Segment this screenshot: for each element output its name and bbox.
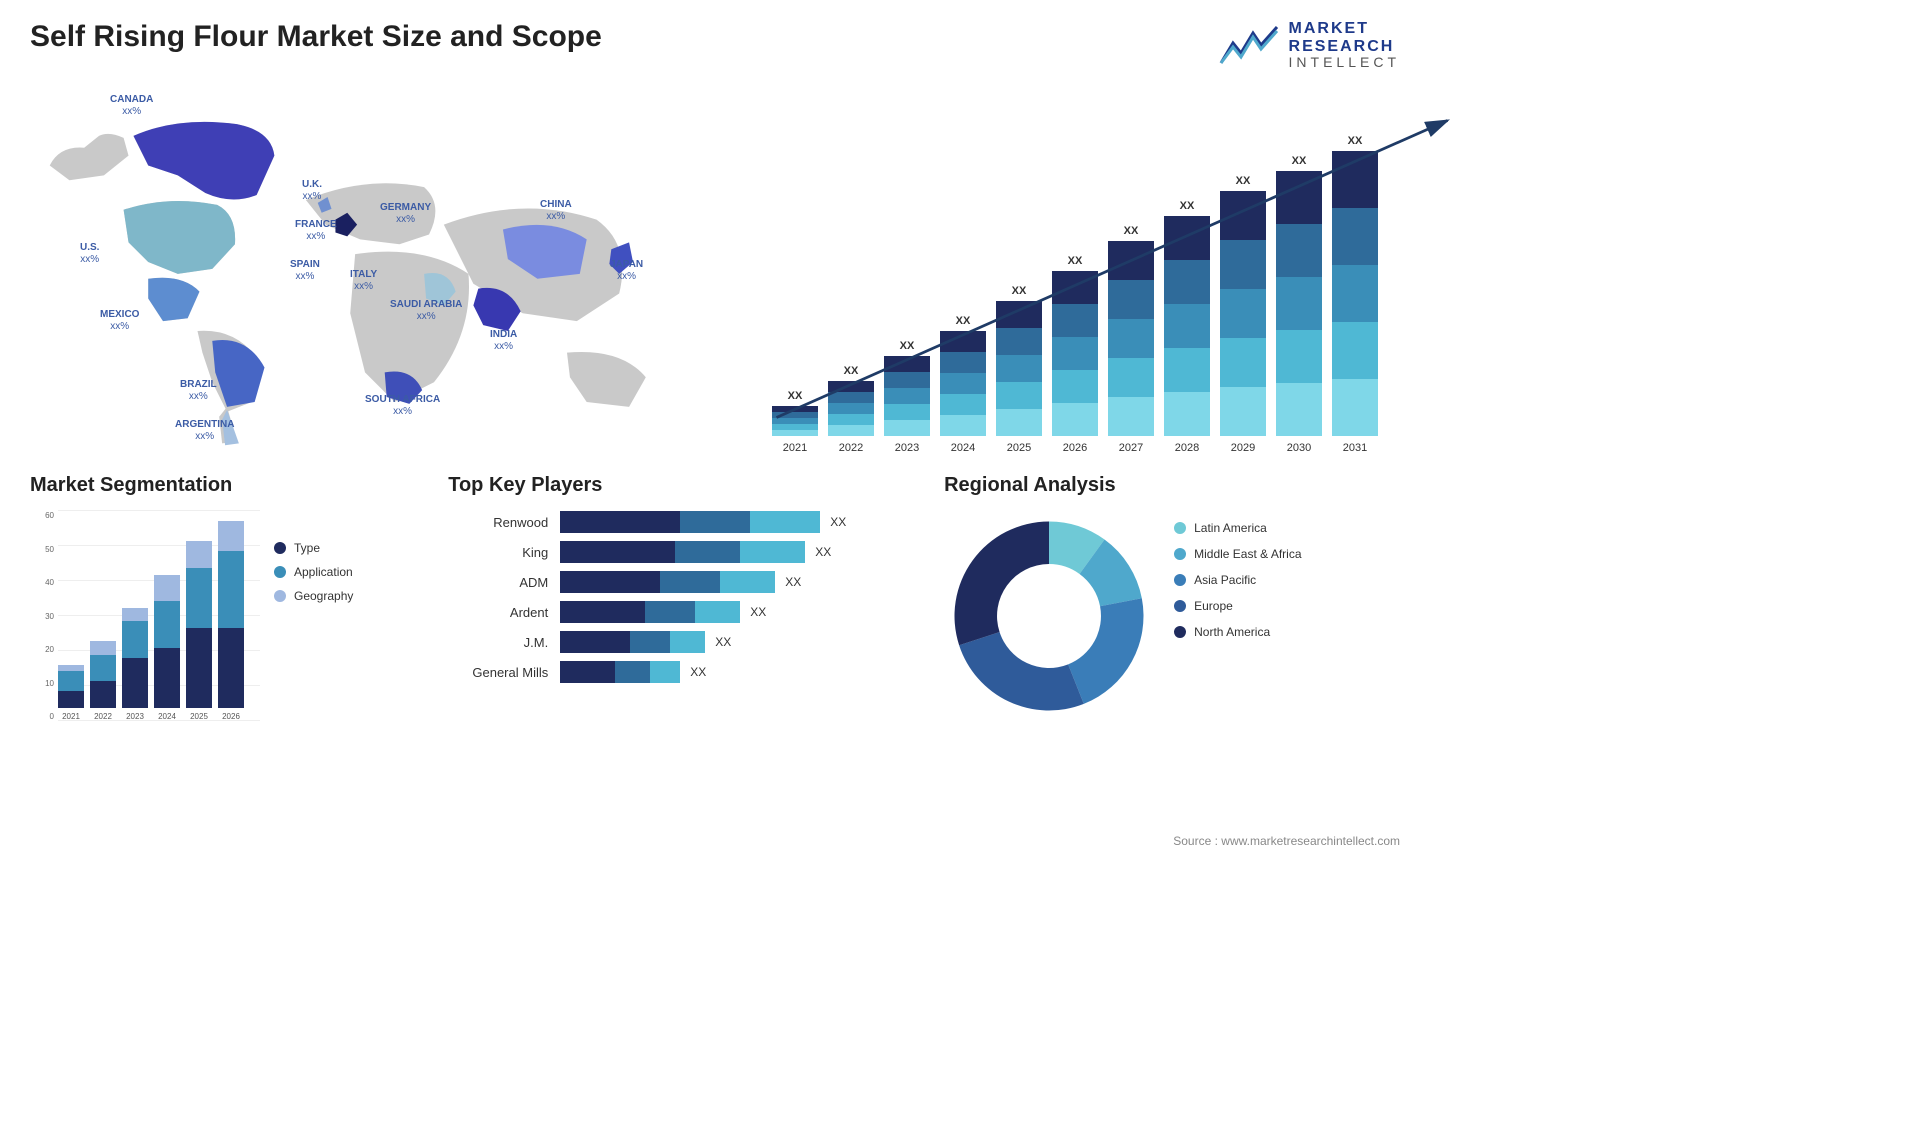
logo-icon xyxy=(1219,25,1279,65)
map-country-label: GERMANYxx% xyxy=(380,202,431,226)
segmentation-panel: Market Segmentation 0102030405060 202120… xyxy=(30,474,418,794)
legend-item: Europe xyxy=(1174,599,1301,613)
growth-bar: XX2028 xyxy=(1164,200,1210,454)
regional-title: Regional Analysis xyxy=(944,474,1410,497)
legend-item: Middle East & Africa xyxy=(1174,547,1301,561)
seg-bar: 2022 xyxy=(90,641,116,721)
seg-bar: 2021 xyxy=(58,665,84,721)
map-country-label: JAPANxx% xyxy=(610,259,643,283)
seg-bar: 2025 xyxy=(186,541,212,721)
map-country-label: CHINAxx% xyxy=(540,199,572,223)
legend-item: Type xyxy=(274,541,353,555)
seg-bar: 2024 xyxy=(154,575,180,721)
legend-item: North America xyxy=(1174,625,1301,639)
player-row: ADMXX xyxy=(448,571,914,593)
logo-line2: RESEARCH xyxy=(1289,38,1400,56)
seg-bar: 2026 xyxy=(218,521,244,721)
players-panel: Top Key Players RenwoodXX KingXX ADMXX Arde… xyxy=(448,474,914,794)
growth-bar: XX2024 xyxy=(940,315,986,454)
players-title: Top Key Players xyxy=(448,474,914,497)
page-title: Self Rising Flour Market Size and Scope xyxy=(30,20,1410,54)
player-row: ArdentXX xyxy=(448,601,914,623)
map-country-label: INDIAxx% xyxy=(490,329,517,353)
map-country-label: BRAZILxx% xyxy=(180,379,217,403)
donut-slice xyxy=(959,632,1084,710)
map-country-label: ITALYxx% xyxy=(350,269,377,293)
donut-chart xyxy=(944,511,1154,721)
donut-slice xyxy=(955,522,1050,646)
map-country-label: CANADAxx% xyxy=(110,94,153,118)
legend-item: Application xyxy=(274,565,353,579)
growth-bar: XX2031 xyxy=(1332,135,1378,454)
growth-bar: XX2030 xyxy=(1276,155,1322,454)
growth-bar: XX2022 xyxy=(828,365,874,454)
map-country-label: SPAINxx% xyxy=(290,259,320,283)
growth-bar: XX2027 xyxy=(1108,225,1154,454)
growth-bar: XX2023 xyxy=(884,340,930,454)
seg-bar: 2023 xyxy=(122,608,148,721)
map-country-label: MEXICOxx% xyxy=(100,309,139,333)
player-row: KingXX xyxy=(448,541,914,563)
player-row: RenwoodXX xyxy=(448,511,914,533)
growth-bar: XX2021 xyxy=(772,390,818,454)
growth-bar-chart: XX2021XX2022XX2023XX2024XX2025XX2026XX20… xyxy=(740,74,1410,454)
logo-line1: MARKET xyxy=(1289,20,1400,38)
map-country-label: SOUTH AFRICAxx% xyxy=(365,394,440,418)
growth-bar: XX2029 xyxy=(1220,175,1266,454)
player-row: General MillsXX xyxy=(448,661,914,683)
world-map-panel: CANADAxx% U.S.xx% MEXICOxx% BRAZILxx% ARGENT… xyxy=(30,74,700,454)
player-row: J.M.XX xyxy=(448,631,914,653)
growth-bar: XX2026 xyxy=(1052,255,1098,454)
map-country-label: U.K.xx% xyxy=(302,179,322,203)
legend-item: Latin America xyxy=(1174,521,1301,535)
legend-item: Geography xyxy=(274,589,353,603)
segmentation-title: Market Segmentation xyxy=(30,474,418,497)
growth-bar: XX2025 xyxy=(996,285,1042,454)
map-country-label: U.S.xx% xyxy=(80,242,99,266)
legend-item: Asia Pacific xyxy=(1174,573,1301,587)
donut-slice xyxy=(1068,598,1143,704)
source-attribution: Source : www.marketresearchintellect.com xyxy=(1173,834,1400,848)
map-country-label: ARGENTINAxx% xyxy=(175,419,234,443)
logo-line3: INTELLECT xyxy=(1289,55,1400,70)
regional-panel: Regional Analysis Latin America Middle Ea… xyxy=(944,474,1410,794)
map-country-label: FRANCExx% xyxy=(295,219,337,243)
brand-logo: MARKET RESEARCH INTELLECT xyxy=(1219,20,1400,71)
map-country-label: SAUDI ARABIAxx% xyxy=(390,299,462,323)
